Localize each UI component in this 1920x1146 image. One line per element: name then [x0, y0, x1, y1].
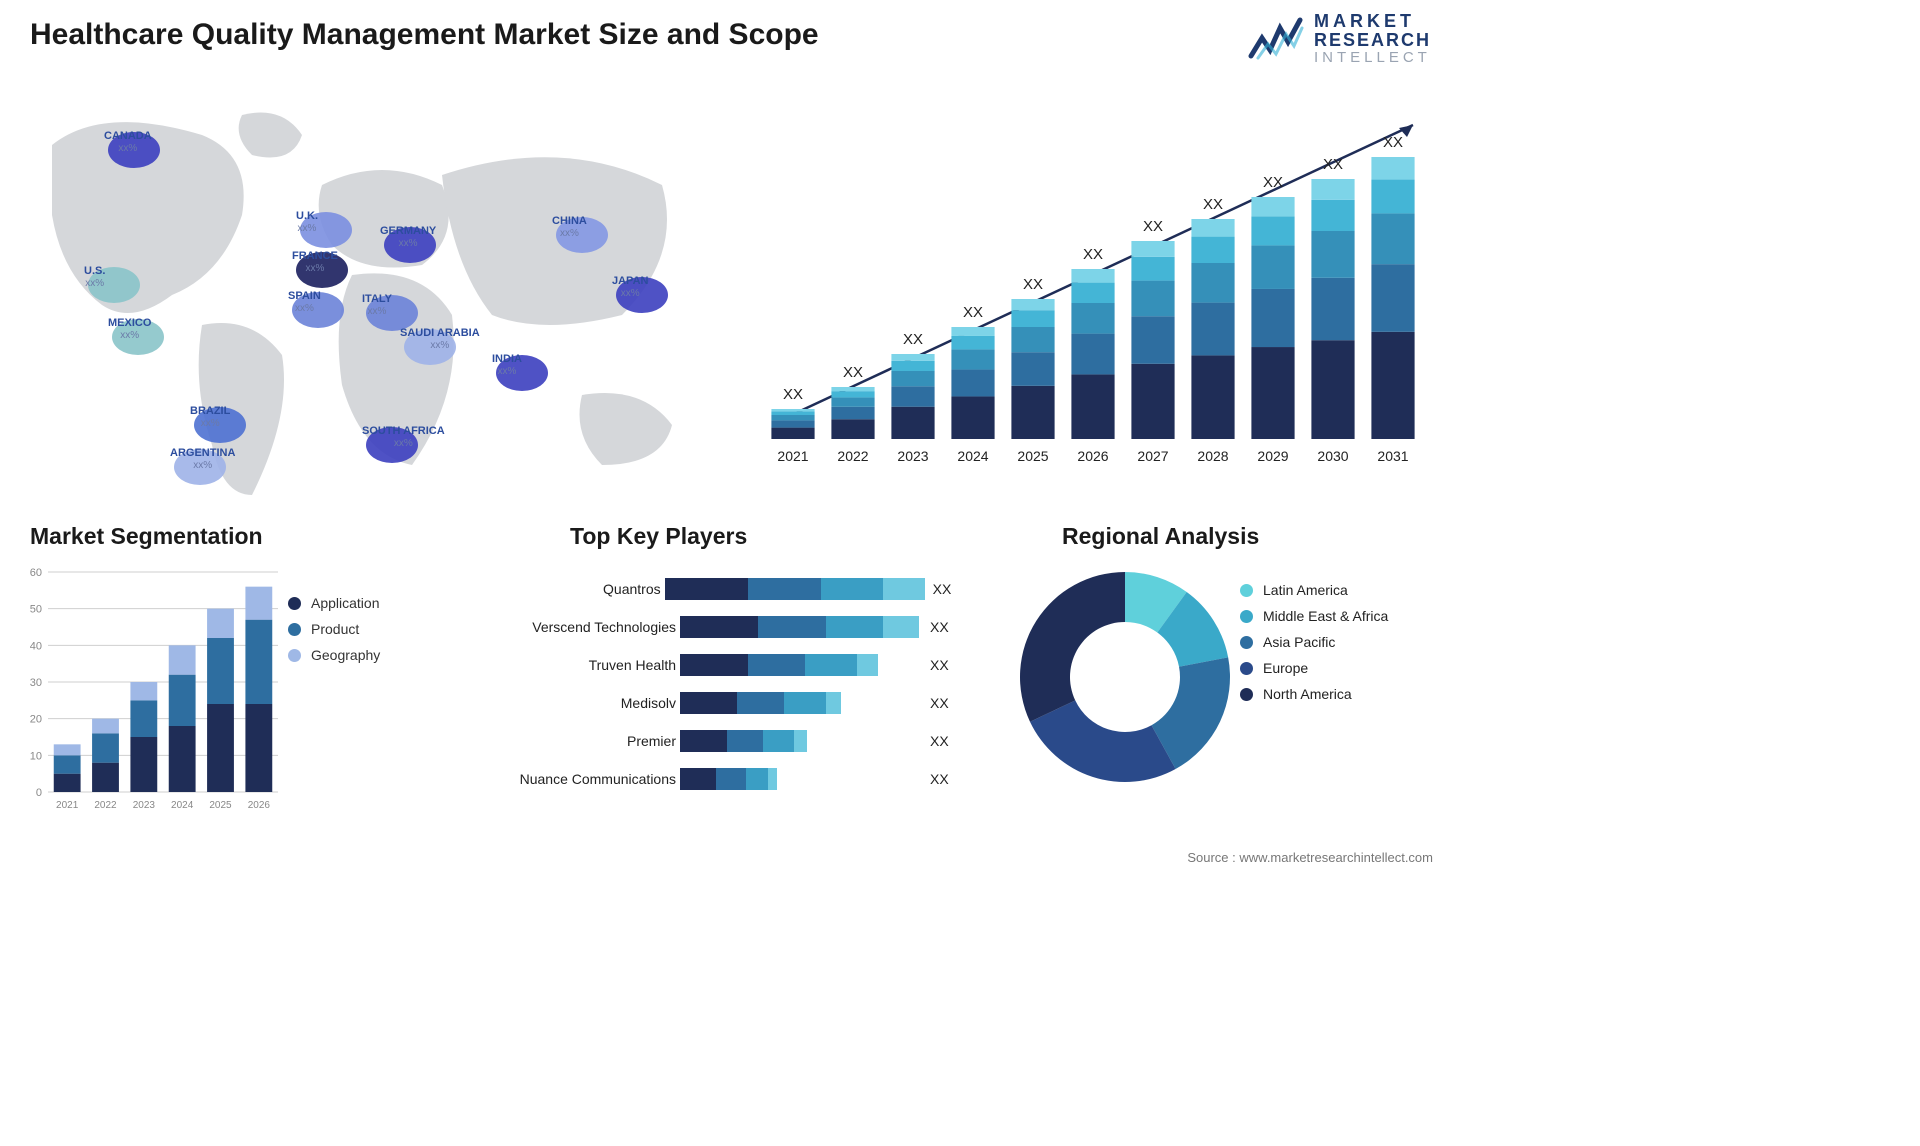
- svg-text:XX: XX: [1383, 134, 1403, 151]
- map-label-brazil: BRAZILxx%: [190, 405, 230, 429]
- map-label-japan: JAPANxx%: [612, 275, 648, 299]
- player-name: Nuance Communications: [500, 771, 680, 787]
- player-row: Quantros XX: [500, 570, 960, 608]
- player-value: XX: [930, 771, 960, 787]
- player-row: Medisolv XX: [500, 684, 960, 722]
- player-bar: [665, 578, 925, 600]
- svg-text:2026: 2026: [1077, 448, 1108, 464]
- svg-text:50: 50: [30, 604, 42, 616]
- svg-text:2021: 2021: [56, 800, 79, 811]
- logo-line3: INTELLECT: [1314, 50, 1431, 66]
- player-name: Truven Health: [500, 657, 680, 673]
- player-bar: [680, 768, 922, 790]
- svg-text:XX: XX: [783, 386, 803, 403]
- regional-legend: Latin America Middle East & Africa Asia Pa…: [1240, 572, 1388, 712]
- players-title: Top Key Players: [570, 523, 747, 550]
- player-name: Premier: [500, 733, 680, 749]
- segmentation-legend: Application Product Geography: [288, 585, 380, 673]
- seg-legend-item: Geography: [288, 647, 380, 663]
- map-label-spain: SPAINxx%: [288, 290, 321, 314]
- map-label-argentina: ARGENTINAxx%: [170, 447, 235, 471]
- map-label-canada: CANADAxx%: [104, 130, 152, 154]
- player-value: XX: [930, 657, 960, 673]
- segmentation-title: Market Segmentation: [30, 523, 263, 550]
- player-bar: [680, 654, 922, 676]
- player-row: Verscend Technologies XX: [500, 608, 960, 646]
- map-label-china: CHINAxx%: [552, 215, 587, 239]
- svg-text:2025: 2025: [1017, 448, 1048, 464]
- player-bar: [680, 692, 922, 714]
- player-value: XX: [930, 619, 960, 635]
- svg-text:0: 0: [36, 787, 42, 799]
- region-legend-item: Asia Pacific: [1240, 634, 1388, 650]
- svg-text:30: 30: [30, 677, 42, 689]
- map-label-india: INDIAxx%: [492, 353, 522, 377]
- seg-legend-item: Product: [288, 621, 380, 637]
- svg-text:XX: XX: [843, 364, 863, 381]
- brand-logo: MARKET RESEARCH INTELLECT: [1248, 12, 1431, 66]
- svg-text:2024: 2024: [171, 800, 194, 811]
- player-name: Verscend Technologies: [500, 619, 680, 635]
- svg-text:20: 20: [30, 714, 42, 726]
- logo-line2: RESEARCH: [1314, 31, 1431, 50]
- svg-text:XX: XX: [963, 304, 983, 321]
- svg-text:2025: 2025: [209, 800, 232, 811]
- svg-text:2028: 2028: [1197, 448, 1228, 464]
- map-label-saudiarabia: SAUDI ARABIAxx%: [400, 327, 480, 351]
- svg-text:60: 60: [30, 567, 42, 579]
- region-legend-item: Europe: [1240, 660, 1388, 676]
- svg-text:XX: XX: [903, 331, 923, 348]
- svg-text:2022: 2022: [837, 448, 868, 464]
- map-label-southafrica: SOUTH AFRICAxx%: [362, 425, 445, 449]
- regional-donut: [1010, 562, 1240, 792]
- world-map: CANADAxx% U.S.xx% MEXICOxx% BRAZILxx% ARGENT…: [22, 95, 702, 495]
- page-title: Healthcare Quality Management Market Siz…: [30, 18, 819, 52]
- svg-text:2024: 2024: [957, 448, 988, 464]
- svg-text:2023: 2023: [133, 800, 156, 811]
- svg-text:2022: 2022: [94, 800, 117, 811]
- svg-text:2023: 2023: [897, 448, 928, 464]
- svg-text:2021: 2021: [777, 448, 808, 464]
- key-players: QuantrosXXVerscend TechnologiesXXTruven …: [500, 570, 960, 798]
- logo-line1: MARKET: [1314, 12, 1431, 31]
- region-legend-item: Latin America: [1240, 582, 1388, 598]
- svg-text:2029: 2029: [1257, 448, 1288, 464]
- player-name: Medisolv: [500, 695, 680, 711]
- svg-text:2030: 2030: [1317, 448, 1348, 464]
- svg-text:40: 40: [30, 640, 42, 652]
- map-label-france: FRANCExx%: [292, 250, 338, 274]
- svg-text:2031: 2031: [1377, 448, 1408, 464]
- map-label-mexico: MEXICOxx%: [108, 317, 151, 341]
- map-label-germany: GERMANYxx%: [380, 225, 436, 249]
- player-value: XX: [930, 695, 960, 711]
- player-value: XX: [933, 581, 960, 597]
- map-label-uk: U.K.xx%: [296, 210, 318, 234]
- svg-text:XX: XX: [1023, 276, 1043, 293]
- regional-title: Regional Analysis: [1062, 523, 1259, 550]
- region-legend-item: North America: [1240, 686, 1388, 702]
- player-row: Nuance Communications XX: [500, 760, 960, 798]
- svg-text:XX: XX: [1263, 174, 1283, 191]
- map-label-us: U.S.xx%: [84, 265, 105, 289]
- seg-legend-item: Application: [288, 595, 380, 611]
- svg-text:2026: 2026: [248, 800, 271, 811]
- player-name: Quantros: [500, 581, 665, 597]
- source-label: Source : www.marketresearchintellect.com: [1187, 850, 1433, 865]
- svg-text:2027: 2027: [1137, 448, 1168, 464]
- svg-text:XX: XX: [1083, 246, 1103, 263]
- svg-text:XX: XX: [1143, 218, 1163, 235]
- player-bar: [680, 730, 922, 752]
- player-row: Premier XX: [500, 722, 960, 760]
- player-value: XX: [930, 733, 960, 749]
- player-row: Truven Health XX: [500, 646, 960, 684]
- region-legend-item: Middle East & Africa: [1240, 608, 1388, 624]
- segmentation-chart: 0 10 20 30 40 50 60 2021 2022 2023 2024 2025 2026: [18, 562, 278, 817]
- svg-text:10: 10: [30, 750, 42, 762]
- map-label-italy: ITALYxx%: [362, 293, 392, 317]
- player-bar: [680, 616, 922, 638]
- svg-text:XX: XX: [1203, 196, 1223, 213]
- growth-chart: XX 2021 XX 2022 XX 2023 XX 2024 XX 2025 XX 2026 XX 20…: [763, 95, 1423, 475]
- logo-icon: [1248, 16, 1304, 62]
- svg-text:XX: XX: [1323, 156, 1343, 173]
